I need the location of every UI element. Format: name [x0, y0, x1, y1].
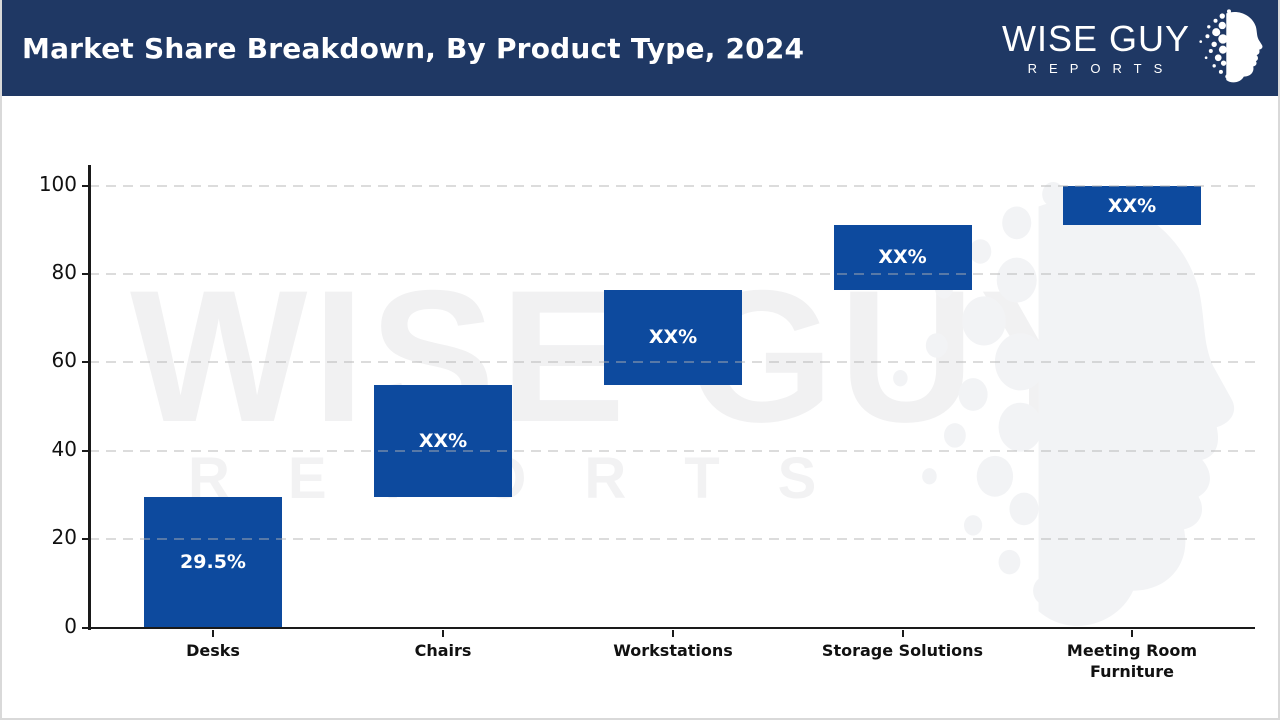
logo-wordmark: WISE GUY REPORTS: [1001, 17, 1190, 76]
wiseguy-logo: WISE GUY REPORTS: [1001, 8, 1278, 88]
watermark-subtext: REPORTS: [188, 446, 875, 511]
ytick-mark-0: [82, 626, 89, 629]
y-axis-spine: [88, 165, 91, 630]
ytick-label-20: 20: [51, 525, 77, 550]
xtick-mark-2: [672, 629, 674, 637]
xtick-label-4: Meeting Room Furniture: [1066, 641, 1198, 681]
gridline-y20: [89, 538, 1255, 541]
page-title: Market Share Breakdown, By Product Type,…: [22, 31, 805, 65]
ytick-label-0: 0: [64, 613, 77, 638]
bar-meeting-room-furniture: XX%: [1063, 185, 1201, 226]
xtick-mark-1: [442, 629, 444, 637]
xtick-label-0: Desks: [186, 641, 240, 660]
bar-value-label: XX%: [418, 429, 468, 452]
xtick-mark-3: [901, 629, 904, 637]
xtick-label-1: Chairs: [414, 641, 472, 660]
bar-storage-solutions: XX%: [833, 225, 972, 290]
ytick-label-40: 40: [51, 436, 77, 461]
ytick-label-80: 80: [51, 260, 77, 285]
bar-value-label: 29.5%: [180, 551, 246, 574]
gridline-y60: [89, 361, 1255, 364]
ytick-label-60: 60: [51, 348, 77, 373]
ytick-mark-60: [82, 361, 89, 364]
bar-workstations: XX%: [604, 289, 742, 385]
bar-value-label: XX%: [1107, 194, 1157, 217]
xtick-mark-4: [1131, 629, 1133, 637]
gridline-y80: [89, 273, 1255, 276]
logo-subtitle: REPORTS: [1027, 60, 1175, 76]
ytick-mark-100: [82, 184, 89, 187]
x-axis-spine: [88, 626, 1255, 629]
ytick-mark-40: [82, 449, 89, 452]
report-header: Market Share Breakdown, By Product Type,…: [2, 0, 1278, 96]
xtick-label-2: Workstations: [613, 641, 733, 660]
bar-value-label: XX%: [648, 326, 698, 348]
ytick-label-100: 100: [38, 171, 77, 196]
logo-name: WISE GUY: [1001, 17, 1190, 59]
bar-chairs: XX%: [374, 384, 512, 498]
xtick-mark-0: [212, 629, 214, 637]
bar-desks: 29.5%: [144, 497, 282, 628]
bar-value-label: XX%: [878, 246, 927, 269]
ytick-mark-80: [82, 273, 89, 276]
gridline-y100: [89, 184, 1255, 187]
xtick-label-3: Storage Solutions: [821, 641, 984, 660]
gridline-y40: [89, 449, 1255, 452]
ytick-mark-20: [82, 538, 89, 541]
